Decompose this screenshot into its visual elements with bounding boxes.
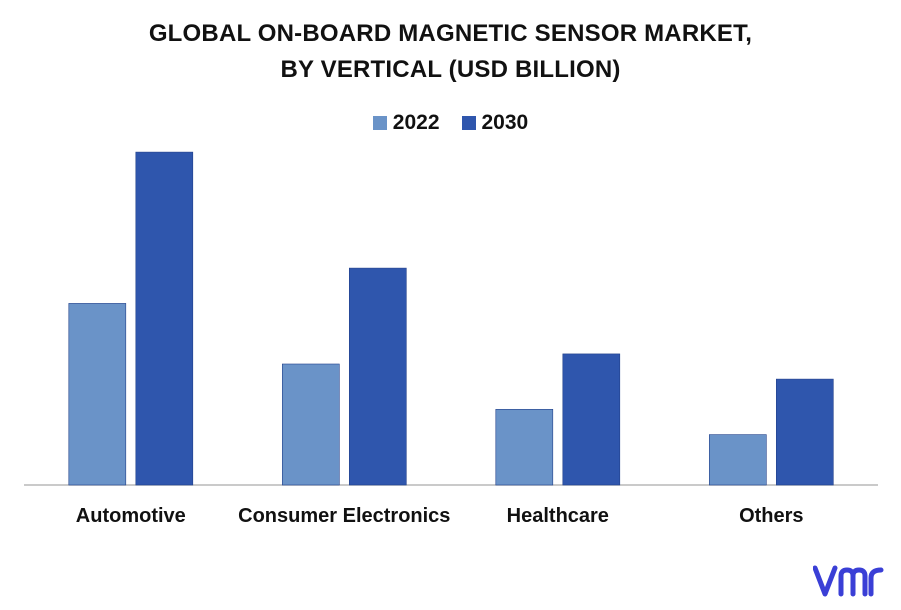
vmr-logo-icon	[813, 565, 884, 597]
bar-2030-others	[775, 378, 834, 486]
bar-2030-healthcare	[562, 353, 621, 486]
bar-2022-healthcare	[495, 408, 554, 486]
chart-title: GLOBAL ON-BOARD MAGNETIC SENSOR MARKET,	[148, 20, 753, 47]
bar-2030-automotive	[135, 151, 194, 486]
legend-item-2022: 2022	[372, 111, 440, 135]
x-tick-label: Others	[739, 505, 803, 527]
bar-2022-others	[708, 434, 767, 486]
chart-subtitle: BY VERTICAL (USD BILLION)	[280, 56, 621, 83]
bar-2022-consumer-electronics	[281, 363, 340, 486]
x-tick-label: Healthcare	[507, 505, 609, 527]
legend-swatch-2030	[461, 116, 476, 130]
bar-2022-automotive	[68, 303, 127, 486]
legend-item-2030: 2030	[461, 111, 529, 135]
legend: 2022 2030	[0, 111, 901, 135]
legend-label-2030: 2030	[481, 111, 529, 134]
legend-label-2022: 2022	[392, 111, 440, 134]
bar-2030-consumer-electronics	[348, 267, 407, 486]
x-tick-label: Consumer Electronics	[238, 505, 450, 527]
x-tick-label: Automotive	[76, 505, 186, 527]
legend-swatch-2022	[372, 116, 387, 130]
